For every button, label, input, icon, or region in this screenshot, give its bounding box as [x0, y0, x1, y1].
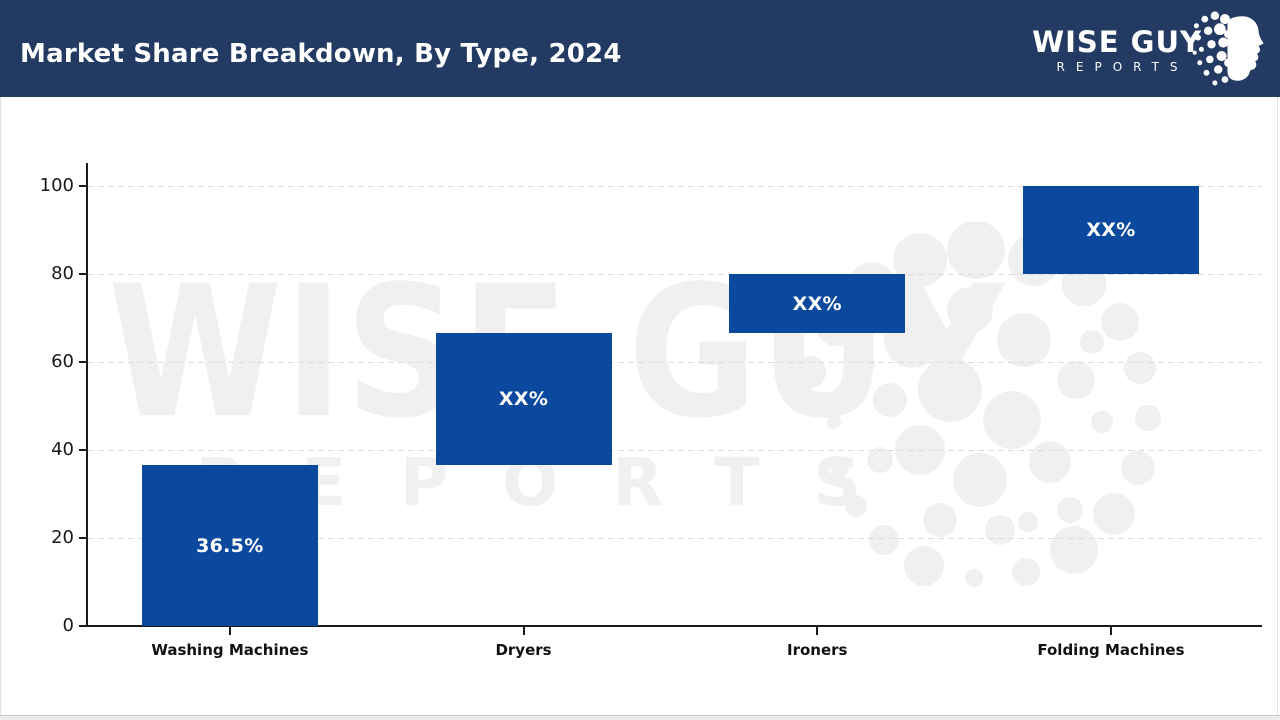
y-tick-label: 60	[51, 351, 74, 372]
y-tick-label: 40	[51, 439, 74, 460]
bar-value-label: XX%	[498, 388, 549, 411]
gridline	[88, 273, 1262, 275]
x-tick-mark	[522, 627, 525, 635]
bar-value-label: 36.5%	[196, 534, 264, 557]
y-tick-label: 80	[51, 263, 74, 284]
wise-guy-logo: WISE GUY REPORTS	[1032, 7, 1280, 95]
bar-washing-machines: 36.5%	[141, 465, 318, 626]
bar-value-label: XX%	[1086, 219, 1136, 241]
gridline	[88, 449, 1262, 451]
x-tick-mark	[1109, 627, 1112, 635]
category-label: Folding Machines	[1037, 641, 1185, 659]
category-label: Dryers	[495, 641, 552, 659]
y-tick-mark	[79, 625, 88, 627]
logo-wordmark: WISE GUY REPORTS	[1032, 27, 1202, 74]
x-axis-line	[86, 625, 1262, 627]
y-tick-mark	[79, 273, 88, 275]
bar-value-label: XX%	[792, 292, 842, 315]
chart-title: Market Share Breakdown, By Type, 2024	[20, 38, 622, 69]
watermark-head-icon	[794, 222, 1161, 587]
category-label: Washing Machines	[151, 641, 309, 659]
chart-frame	[0, 97, 1278, 715]
bar-folding-machines: XX%	[1022, 186, 1199, 274]
gridline	[88, 361, 1262, 363]
y-tick-mark	[79, 361, 88, 363]
logo-head-icon	[1192, 11, 1264, 85]
y-tick-mark	[79, 537, 88, 539]
y-tick-label: 0	[62, 615, 74, 636]
logo-wordmark-line1: WISE GUY	[1032, 25, 1202, 59]
header-bar: Market Share Breakdown, By Type, 2024 WI…	[0, 0, 1280, 97]
gridline	[88, 185, 1262, 187]
gridline	[88, 537, 1262, 539]
y-tick-label: 20	[51, 527, 74, 548]
bar-dryers: XX%	[435, 333, 612, 466]
y-axis-line	[86, 163, 88, 627]
y-tick-mark	[79, 185, 88, 187]
category-label: Ironers	[787, 641, 848, 659]
x-tick-mark	[228, 627, 231, 635]
y-tick-label: 100	[39, 175, 74, 196]
logo-wordmark-line2: REPORTS	[1056, 60, 1189, 74]
y-tick-mark	[79, 449, 88, 451]
bar-ironers: XX%	[729, 274, 906, 334]
x-tick-mark	[816, 627, 819, 635]
bottom-border	[0, 715, 1280, 720]
